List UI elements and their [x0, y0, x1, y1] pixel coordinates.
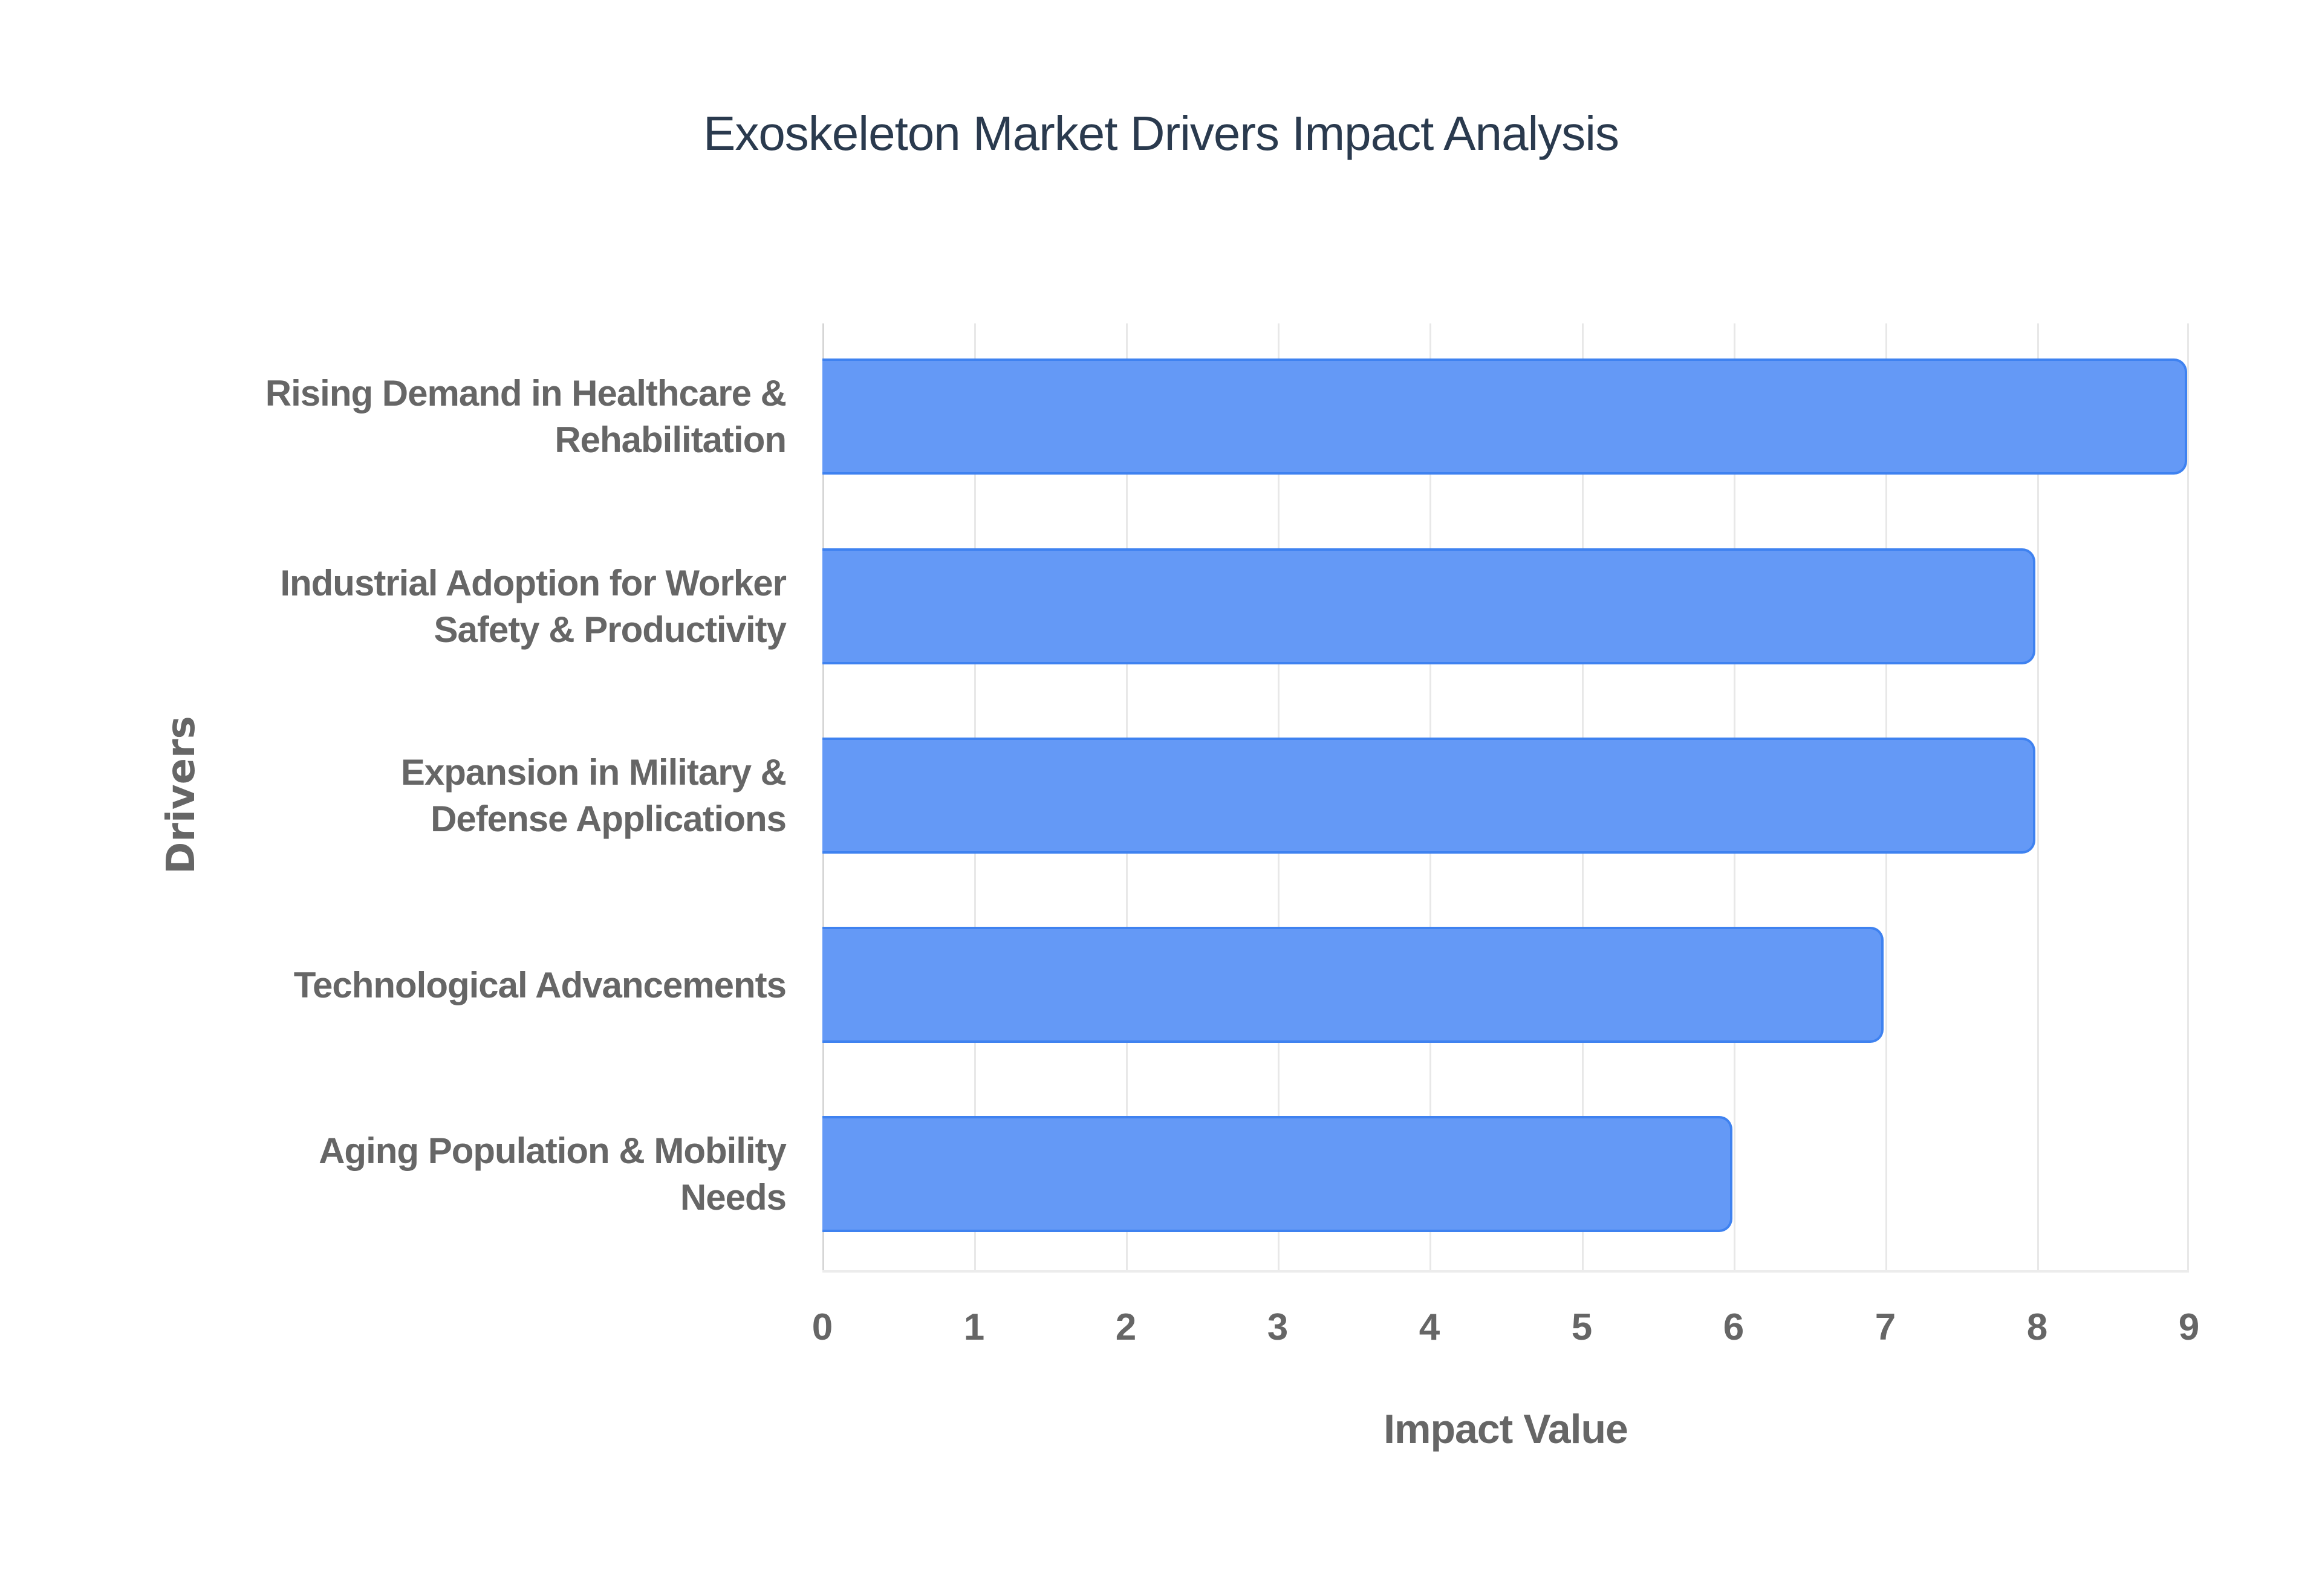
label-line: Needs	[680, 1177, 787, 1218]
x-tick-7: 7	[1875, 1306, 1896, 1348]
bar-aging[interactable]	[822, 1116, 1732, 1232]
x-tick-0: 0	[811, 1306, 833, 1348]
bar-industrial[interactable]	[822, 548, 2036, 664]
label-line: Rising Demand in Healthcare &	[265, 373, 787, 414]
label-line: Expansion in Military &	[400, 752, 787, 793]
label-line: Aging Population & Mobility	[319, 1130, 787, 1171]
x-tick-9: 9	[2178, 1306, 2200, 1348]
gridline-8	[2037, 323, 2039, 1273]
category-label-aging: Aging Population & Mobility Needs	[181, 1116, 787, 1232]
x-axis-line	[822, 1270, 2189, 1273]
x-tick-1: 1	[963, 1306, 985, 1348]
x-tick-6: 6	[1723, 1306, 1745, 1348]
label-line: Defense Applications	[431, 799, 787, 839]
chart-title: Exoskeleton Market Drivers Impact Analys…	[703, 106, 1619, 160]
label-line: Rehabilitation	[554, 420, 787, 460]
x-tick-2: 2	[1115, 1306, 1137, 1348]
label-line: Technological Advancements	[293, 964, 787, 1005]
label-line: Industrial Adoption for Worker	[280, 563, 787, 603]
x-tick-3: 3	[1267, 1306, 1289, 1348]
x-axis-title: Impact Value	[1384, 1406, 1628, 1452]
x-tick-5: 5	[1571, 1306, 1593, 1348]
bar-military[interactable]	[822, 738, 2036, 854]
label-line: Safety & Productivity	[434, 609, 787, 650]
x-tick-4: 4	[1419, 1306, 1440, 1348]
x-tick-8: 8	[2026, 1306, 2048, 1348]
plot-area	[822, 323, 2189, 1273]
bar-healthcare[interactable]	[822, 358, 2187, 475]
category-label-industrial: Industrial Adoption for Worker Safety & P…	[181, 548, 787, 664]
category-label-healthcare: Rising Demand in Healthcare & Rehabilitat…	[181, 358, 787, 475]
gridline-9	[2187, 323, 2189, 1273]
category-label-technological: Technological Advancements	[181, 927, 787, 1043]
y-axis-title: Drivers	[159, 716, 204, 874]
category-label-military: Expansion in Military & Defense Applicati…	[181, 738, 787, 854]
bar-technological[interactable]	[822, 927, 1884, 1043]
